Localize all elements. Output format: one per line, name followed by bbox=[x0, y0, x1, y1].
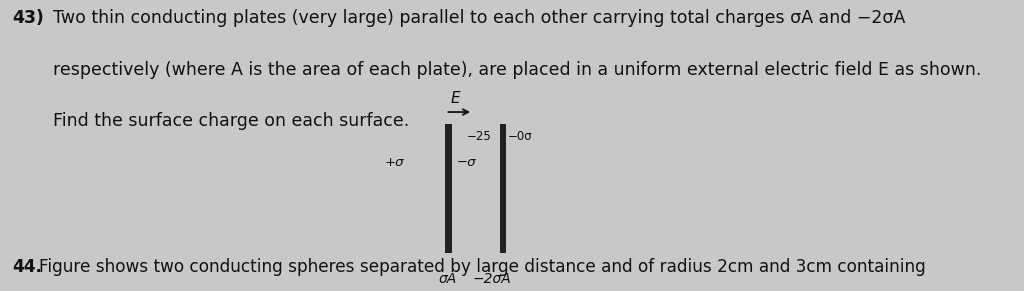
Text: Two thin conducting plates (very large) parallel to each other carrying total ch: Two thin conducting plates (very large) … bbox=[53, 9, 905, 27]
Text: 43): 43) bbox=[12, 9, 44, 27]
Text: 44.: 44. bbox=[12, 258, 42, 276]
Text: Figure shows two conducting spheres separated by large distance and of radius 2c: Figure shows two conducting spheres sepa… bbox=[39, 258, 926, 276]
Text: σA: σA bbox=[438, 272, 457, 286]
Bar bbox=[445, 124, 452, 253]
Text: −2σA: −2σA bbox=[472, 272, 511, 286]
Text: E: E bbox=[451, 91, 461, 106]
Text: −25: −25 bbox=[467, 130, 492, 143]
Text: −0σ: −0σ bbox=[508, 130, 532, 143]
Bar bbox=[500, 124, 506, 253]
Text: +σ: +σ bbox=[384, 157, 404, 169]
Text: respectively (where A is the area of each plate), are placed in a uniform extern: respectively (where A is the area of eac… bbox=[53, 61, 982, 79]
Text: Find the surface charge on each surface.: Find the surface charge on each surface. bbox=[53, 112, 410, 130]
Text: −σ: −σ bbox=[456, 157, 476, 169]
